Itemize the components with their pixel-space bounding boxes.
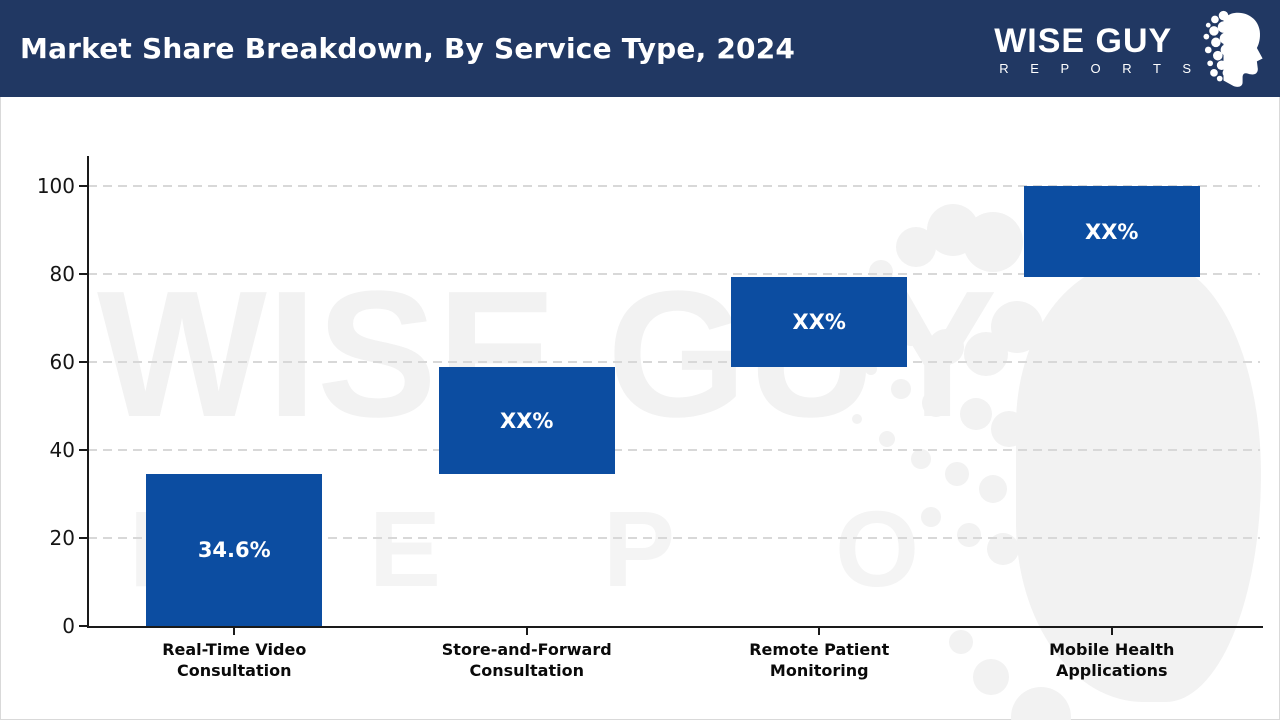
- x-category-label: Real-Time Video Consultation: [162, 640, 307, 680]
- gridline-40: [88, 449, 1260, 451]
- bar-segment: 34.6%: [146, 473, 323, 626]
- bar-value-label: XX%: [1085, 219, 1139, 244]
- brand-subtitle: R E P O R T S: [999, 61, 1200, 76]
- brand-name: WISE GUY: [994, 22, 1173, 60]
- x-category-label: Store-and-Forward Consultation: [441, 640, 612, 680]
- gridline-80: [88, 273, 1260, 275]
- y-tick-label-100: 100: [36, 174, 75, 198]
- x-tick-mark: [818, 628, 821, 635]
- gridline-20: [88, 537, 1260, 539]
- brand-wordmark: WISE GUY R E P O R T S: [994, 22, 1200, 76]
- x-axis-line: [87, 626, 1263, 628]
- watermark-dot: [991, 411, 1027, 447]
- bar-value-label: 34.6%: [197, 537, 271, 562]
- y-tick-mark-100: [79, 185, 87, 187]
- x-tick-mark: [525, 628, 528, 635]
- x-category-label: Mobile Health Applications: [1049, 640, 1175, 680]
- watermark-dot: [879, 431, 895, 447]
- watermark-dot: [960, 398, 992, 430]
- y-tick-mark-0: [79, 625, 87, 627]
- watermark-dot: [928, 329, 964, 365]
- watermark-face-shape: [1016, 262, 1261, 702]
- y-axis-line: [87, 156, 89, 628]
- watermark-dot: [945, 462, 969, 486]
- x-category-label: Remote Patient Monitoring: [749, 640, 890, 680]
- bar-segment: XX%: [731, 277, 908, 368]
- watermark-dot: [922, 389, 950, 417]
- watermark-dot: [1011, 687, 1071, 720]
- y-tick-label-0: 0: [62, 614, 75, 638]
- y-tick-mark-60: [79, 361, 87, 363]
- y-tick-label-20: 20: [49, 526, 75, 550]
- x-tick-mark: [233, 628, 236, 635]
- chart-canvas: WISE GUY R E P O R T S 34.6%XX%XX%XX% 02…: [0, 97, 1280, 720]
- brand-logo: WISE GUY R E P O R T S: [994, 8, 1266, 90]
- bar-segment: XX%: [1023, 186, 1200, 278]
- watermark-dot: [963, 212, 1023, 272]
- gridline-60: [88, 361, 1260, 363]
- y-tick-label-40: 40: [49, 438, 75, 462]
- y-tick-mark-80: [79, 273, 87, 275]
- y-tick-label-80: 80: [49, 262, 75, 286]
- header-bar: Market Share Breakdown, By Service Type,…: [0, 0, 1280, 97]
- bar-segment: XX%: [438, 367, 615, 474]
- y-tick-mark-20: [79, 537, 87, 539]
- watermark-dot: [973, 659, 1009, 695]
- watermark-dot: [979, 475, 1007, 503]
- watermark-dot: [1021, 375, 1065, 419]
- x-tick-mark: [1110, 628, 1113, 635]
- plot-area: 34.6% XX% XX% XX%: [88, 158, 1260, 626]
- chart-title: Market Share Breakdown, By Service Type,…: [20, 32, 796, 65]
- y-tick-label-60: 60: [49, 350, 75, 374]
- bar-value-label: XX%: [500, 408, 554, 433]
- bar-value-label: XX%: [792, 310, 846, 335]
- watermark-dot: [921, 507, 941, 527]
- face-logo-icon: [1203, 10, 1263, 87]
- watermark-dot: [957, 523, 981, 547]
- watermark-dot: [852, 414, 862, 424]
- gridline-100: [88, 185, 1260, 187]
- y-tick-mark-40: [79, 449, 87, 451]
- watermark-dot: [891, 379, 911, 399]
- watermark-dot: [949, 630, 973, 654]
- watermark-dot: [991, 301, 1043, 353]
- watermark-dot: [911, 449, 931, 469]
